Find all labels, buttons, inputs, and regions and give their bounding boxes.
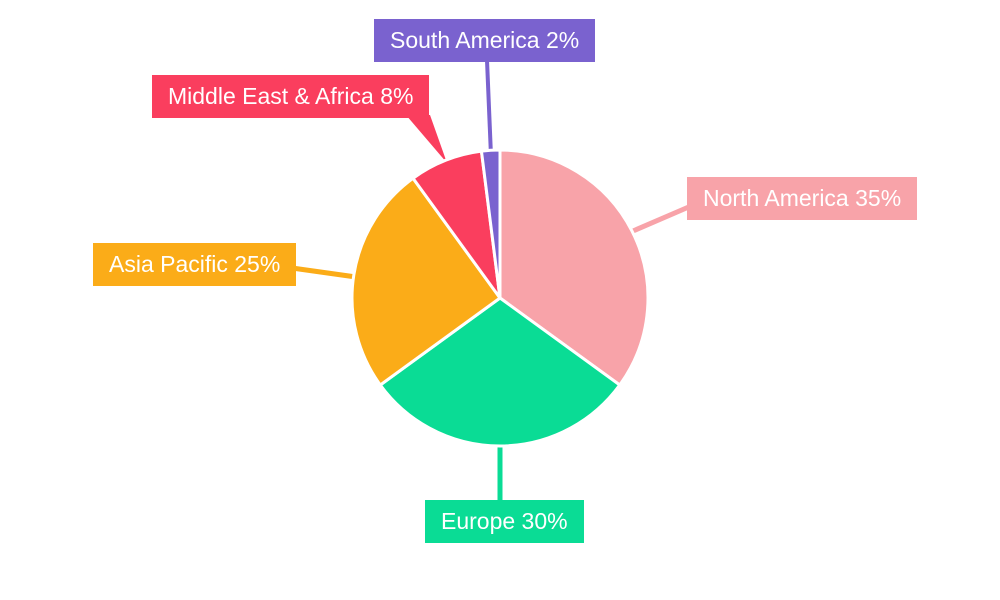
leader-pointer-middle-east: [406, 115, 447, 163]
callout-label-europe: Europe 30%: [425, 500, 584, 543]
callout-label-asia-pacific: Asia Pacific 25%: [93, 243, 297, 286]
leader-line-asia-pacific: [291, 265, 357, 280]
callout-label-middle-east-africa: Middle East & Africa 8%: [152, 75, 430, 118]
pie-slice-asia-pacific[interactable]: [350, 176, 502, 387]
pie-slice-europe[interactable]: [378, 296, 622, 448]
pie-slice-north-america[interactable]: [498, 148, 650, 387]
callout-label-south-america: South America 2%: [374, 19, 596, 62]
callout-label-north-america: North America 35%: [687, 177, 918, 220]
pie-sectors: [350, 148, 650, 448]
leader-line-north-america: [632, 203, 692, 234]
leader-line-south-america: [485, 59, 493, 157]
pie-slice-south-america[interactable]: [479, 148, 502, 300]
